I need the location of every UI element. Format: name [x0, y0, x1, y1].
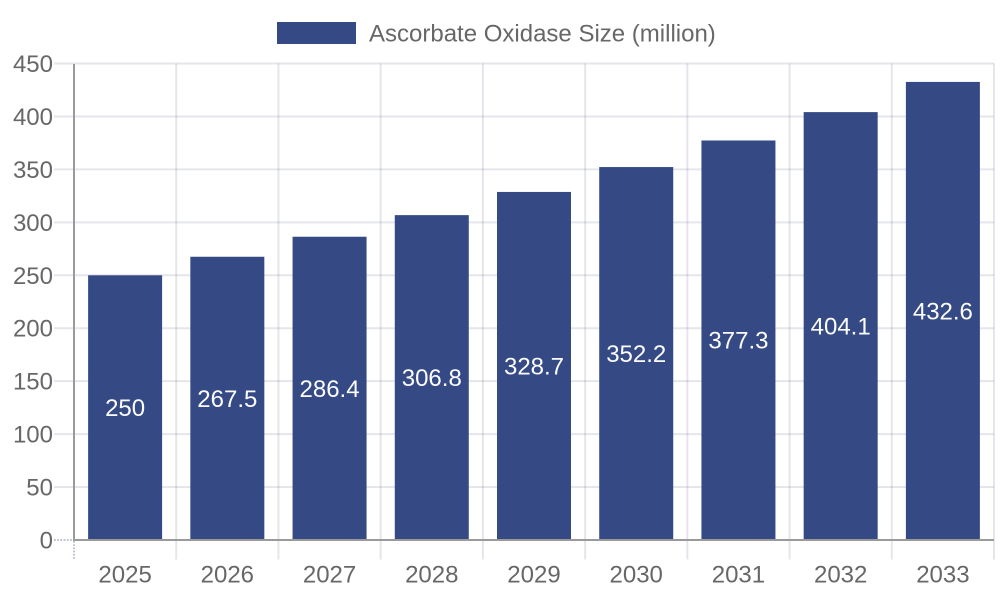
svg-text:432.6: 432.6 — [913, 298, 973, 325]
svg-text:150: 150 — [13, 369, 53, 396]
svg-text:2032: 2032 — [814, 562, 867, 589]
svg-text:2033: 2033 — [916, 562, 969, 589]
svg-text:450: 450 — [13, 51, 53, 78]
svg-text:100: 100 — [13, 422, 53, 449]
svg-text:2030: 2030 — [610, 562, 663, 589]
svg-text:250: 250 — [13, 263, 53, 290]
svg-text:2029: 2029 — [507, 562, 560, 589]
svg-text:2028: 2028 — [405, 562, 458, 589]
svg-text:2027: 2027 — [303, 562, 356, 589]
svg-text:400: 400 — [13, 104, 53, 131]
svg-text:200: 200 — [13, 316, 53, 343]
svg-text:Ascorbate Oxidase Size (millio: Ascorbate Oxidase Size (million) — [369, 21, 716, 48]
svg-text:2025: 2025 — [98, 562, 151, 589]
svg-text:306.8: 306.8 — [402, 365, 462, 392]
svg-text:352.2: 352.2 — [606, 341, 666, 368]
svg-text:2031: 2031 — [712, 562, 765, 589]
svg-text:0: 0 — [40, 528, 53, 555]
svg-text:300: 300 — [13, 210, 53, 237]
svg-text:377.3: 377.3 — [708, 328, 768, 355]
svg-text:286.4: 286.4 — [300, 376, 360, 403]
svg-text:404.1: 404.1 — [811, 314, 871, 341]
svg-text:328.7: 328.7 — [504, 353, 564, 380]
svg-text:350: 350 — [13, 157, 53, 184]
svg-text:267.5: 267.5 — [197, 386, 257, 413]
svg-text:250: 250 — [105, 395, 145, 422]
svg-text:2026: 2026 — [201, 562, 254, 589]
svg-text:50: 50 — [26, 475, 53, 502]
